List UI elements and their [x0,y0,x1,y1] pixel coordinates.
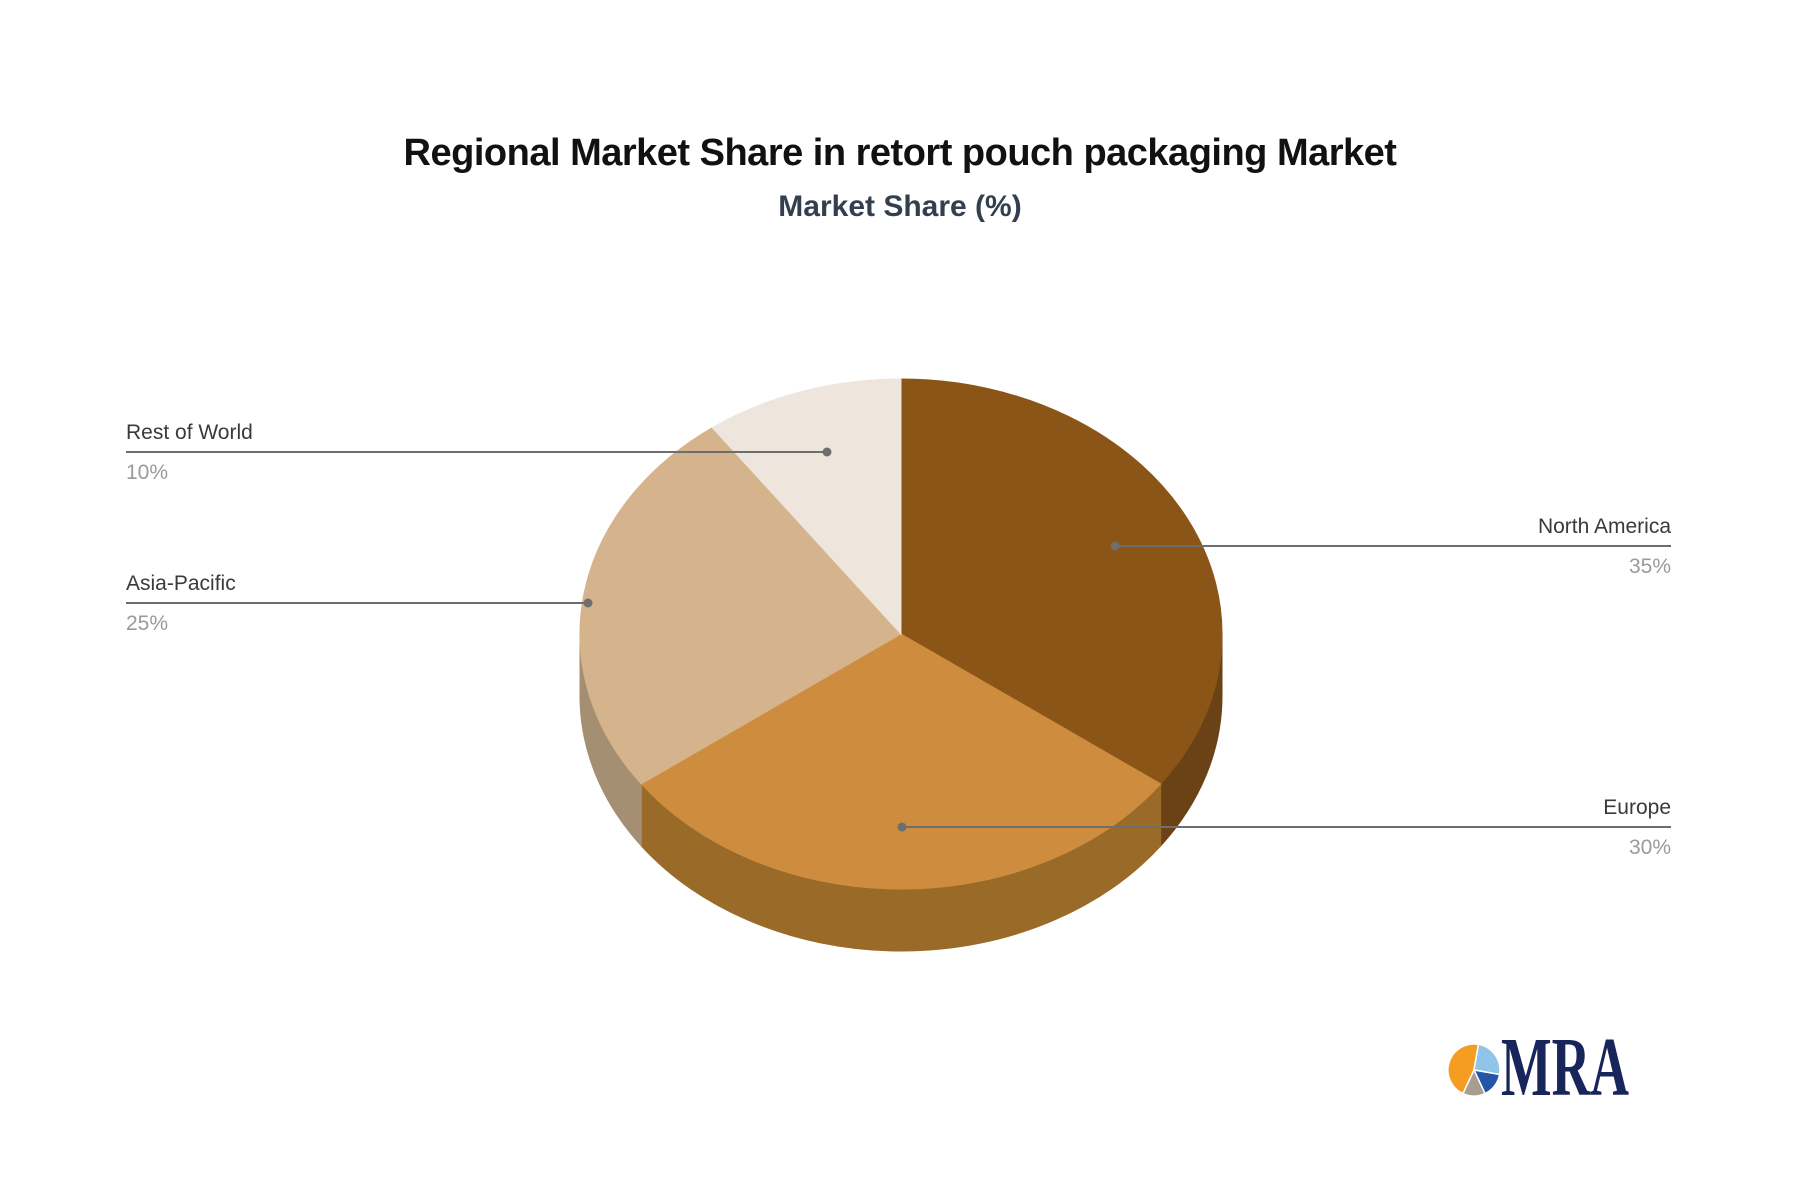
pie-percent-rest-of-world: 10% [126,461,169,484]
logo-pie-icon [1447,1043,1501,1097]
pie-label-europe: Europe [1603,796,1671,819]
connector-dot-rest-of-world [822,447,832,457]
pie-slice-europe[interactable] [640,633,1162,890]
chart-subtitle: Market Share (%) [778,190,1022,223]
pie-slice-asia-pacific[interactable] [579,427,902,785]
pie-label-rest-of-world: Rest of World [126,421,253,444]
connector-dot-asia-pacific [583,598,593,608]
pie-slice-north-america[interactable] [900,378,1223,785]
pie-label-asia-pacific: Asia-Pacific [126,572,236,595]
logo-text: MRA [1501,1030,1629,1110]
logo-slice-gray [1462,1068,1486,1097]
chart-title: Regional Market Share in retort pouch pa… [403,132,1397,174]
logo-slice-light-blue [1473,1043,1501,1076]
connector-dot-north-america [1110,541,1120,551]
brand-logo: MRA [1447,1030,1629,1110]
pie-percent-north-america: 35% [1628,555,1671,578]
connector-dot-europe [897,822,907,832]
logo-slice-orange [1447,1043,1480,1095]
pie-slice-rest-of-world[interactable] [711,378,902,636]
pie-percent-europe: 30% [1628,836,1671,859]
pie-percent-asia-pacific: 25% [126,612,169,635]
pie-label-north-america: North America [1537,515,1671,538]
